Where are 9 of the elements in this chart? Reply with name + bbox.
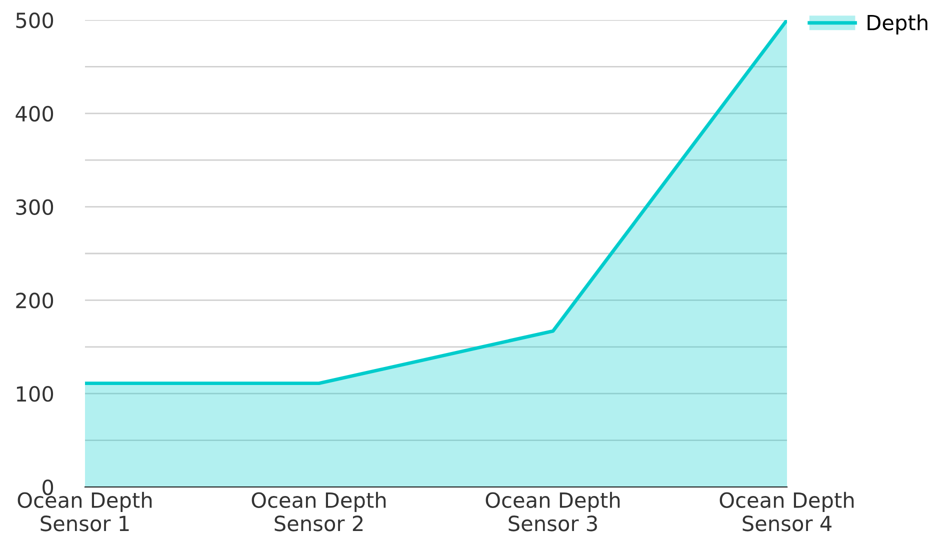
y-tick-label: 300 <box>16 199 54 216</box>
legend-label: Depth <box>868 14 928 34</box>
x-tick-label: Ocean Depth Sensor 3 <box>486 492 620 532</box>
x-tick-label: Ocean Depth Sensor 2 <box>252 492 386 532</box>
y-tick-label: 200 <box>16 292 54 308</box>
x-tick-label: Ocean Depth Sensor 4 <box>720 492 854 532</box>
y-tick-label: 500 <box>16 12 54 28</box>
y-tick-label: 400 <box>16 106 54 122</box>
y-tick-label: 100 <box>16 386 54 402</box>
